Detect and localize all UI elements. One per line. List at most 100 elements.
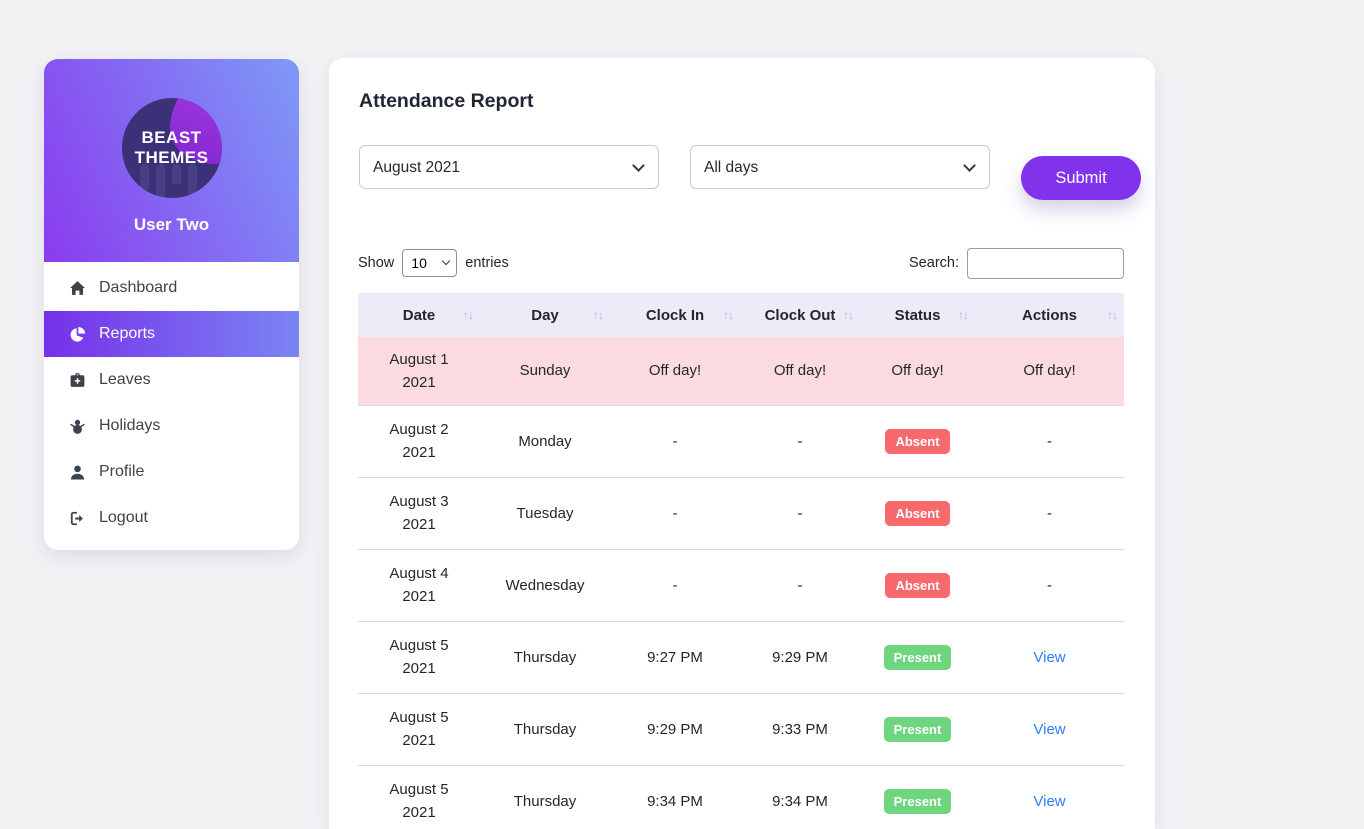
sidebar-item-label: Reports (99, 325, 156, 342)
pie-chart-icon (69, 326, 86, 343)
user-name: User Two (133, 215, 210, 234)
page-length-control: Show 10 entries (358, 249, 509, 277)
status-cell: Off day! (860, 337, 975, 405)
clock-out-cell: - (740, 476, 860, 549)
submit-button[interactable]: Submit (1021, 156, 1141, 200)
sidebar-item-leaves[interactable]: Leaves (44, 357, 299, 403)
table-header-row: Date ↑↓ Day ↑↓ Clock In ↑↓ Clock Out ↑↓ Stat… (358, 293, 1124, 337)
view-link[interactable]: View (1033, 648, 1066, 666)
sidebar-nav: Dashboard Reports Leaves Holidays Profil… (44, 262, 299, 541)
actions-cell: - (975, 476, 1124, 549)
sort-icon[interactable]: ↑↓ (1107, 308, 1118, 322)
actions-cell: - (975, 404, 1124, 477)
days-select[interactable]: All days (690, 145, 990, 189)
column-header-day[interactable]: Day ↑↓ (480, 293, 610, 337)
brand-line1: BEAST (141, 128, 202, 148)
date-cell: August 4 2021 (358, 548, 480, 621)
sidebar-item-logout[interactable]: Logout (44, 495, 299, 541)
page-length-select-wrap: 10 (402, 249, 458, 277)
view-link[interactable]: View (1033, 792, 1066, 810)
sort-icon[interactable]: ↑↓ (723, 308, 734, 322)
page-title: Attendance Report (359, 90, 534, 112)
clock-in-cell: - (610, 404, 740, 477)
sidebar-header: BEAST THEMES User Two (44, 59, 299, 262)
column-header-date[interactable]: Date ↑↓ (358, 293, 480, 337)
search-control: Search: (909, 247, 1124, 279)
table-row: August 1 2021 Sunday Off day! Off day! O… (358, 337, 1124, 405)
sidebar-item-label: Leaves (99, 371, 151, 388)
column-header-status[interactable]: Status ↑↓ (860, 293, 975, 337)
actions-cell: Off day! (975, 337, 1124, 405)
day-cell: Thursday (480, 764, 610, 829)
view-link[interactable]: View (1033, 720, 1066, 738)
clock-in-cell: - (610, 476, 740, 549)
attendance-report-card: Attendance Report August 2021 All days S… (329, 58, 1155, 829)
table-row: August 5 2021 Thursday 9:34 PM 9:34 PM P… (358, 764, 1124, 829)
actions-cell: - (975, 548, 1124, 621)
sidebar: BEAST THEMES User Two Dashboard Reports … (44, 59, 299, 550)
status-badge: Present (883, 716, 952, 742)
clock-in-cell: 9:34 PM (610, 764, 740, 829)
month-select[interactable]: August 2021 (359, 145, 659, 189)
table-row: August 3 2021 Tuesday - - Absent - (358, 476, 1124, 549)
column-header-actions[interactable]: Actions ↑↓ (975, 293, 1124, 337)
date-cell: August 1 2021 (358, 337, 480, 405)
clock-in-cell: 9:29 PM (610, 692, 740, 765)
date-cell: August 3 2021 (358, 476, 480, 549)
sort-icon[interactable]: ↑↓ (958, 308, 969, 322)
column-header-clock-out[interactable]: Clock Out ↑↓ (740, 293, 860, 337)
date-cell: August 5 2021 (358, 620, 480, 693)
date-cell: August 2 2021 (358, 404, 480, 477)
brand-logo-text: BEAST THEMES (122, 98, 222, 198)
sidebar-item-holidays[interactable]: Holidays (44, 403, 299, 449)
search-input[interactable] (967, 247, 1124, 279)
sidebar-item-profile[interactable]: Profile (44, 449, 299, 495)
days-select-wrap: All days (690, 145, 990, 189)
day-cell: Sunday (480, 337, 610, 405)
column-header-clock-in[interactable]: Clock In ↑↓ (610, 293, 740, 337)
status-badge: Present (883, 644, 952, 670)
home-icon (69, 280, 86, 297)
clock-out-cell: Off day! (740, 337, 860, 405)
status-badge: Present (883, 788, 952, 814)
sidebar-item-label: Logout (99, 509, 148, 526)
clock-out-cell: 9:34 PM (740, 764, 860, 829)
clock-out-cell: - (740, 548, 860, 621)
sort-icon[interactable]: ↑↓ (843, 308, 854, 322)
sidebar-item-label: Holidays (99, 417, 161, 434)
status-cell: Absent (860, 548, 975, 621)
day-cell: Thursday (480, 692, 610, 765)
month-select-wrap: August 2021 (359, 145, 659, 189)
day-cell: Thursday (480, 620, 610, 693)
date-cell: August 5 2021 (358, 764, 480, 829)
status-cell: Present (860, 692, 975, 765)
user-icon (69, 464, 86, 481)
search-label: Search: (909, 255, 959, 271)
sidebar-item-reports[interactable]: Reports (44, 311, 299, 357)
show-label: Show (358, 255, 395, 271)
sort-icon[interactable]: ↑↓ (593, 308, 604, 322)
table-row: August 5 2021 Thursday 9:27 PM 9:29 PM P… (358, 620, 1124, 693)
brand-line2: THEMES (134, 148, 209, 167)
snowman-icon (69, 418, 86, 435)
brand-logo: BEAST THEMES (121, 98, 222, 198)
table-row: August 2 2021 Monday - - Absent - (358, 404, 1124, 477)
actions-cell: View (975, 620, 1124, 693)
status-badge: Absent (885, 500, 950, 526)
briefcase-medical-icon (69, 372, 86, 389)
status-badge: Absent (885, 428, 950, 454)
sort-icon[interactable]: ↑↓ (463, 308, 474, 322)
clock-out-cell: 9:29 PM (740, 620, 860, 693)
clock-out-cell: 9:33 PM (740, 692, 860, 765)
date-cell: August 5 2021 (358, 692, 480, 765)
sidebar-item-label: Dashboard (99, 279, 178, 296)
entries-label: entries (465, 255, 509, 271)
day-cell: Tuesday (480, 476, 610, 549)
clock-in-cell: Off day! (610, 337, 740, 405)
sidebar-item-dashboard[interactable]: Dashboard (44, 265, 299, 311)
status-cell: Present (860, 764, 975, 829)
logo-bars-decoration (139, 164, 197, 198)
page-length-select[interactable]: 10 (402, 249, 458, 277)
day-cell: Wednesday (480, 548, 610, 621)
day-cell: Monday (480, 404, 610, 477)
